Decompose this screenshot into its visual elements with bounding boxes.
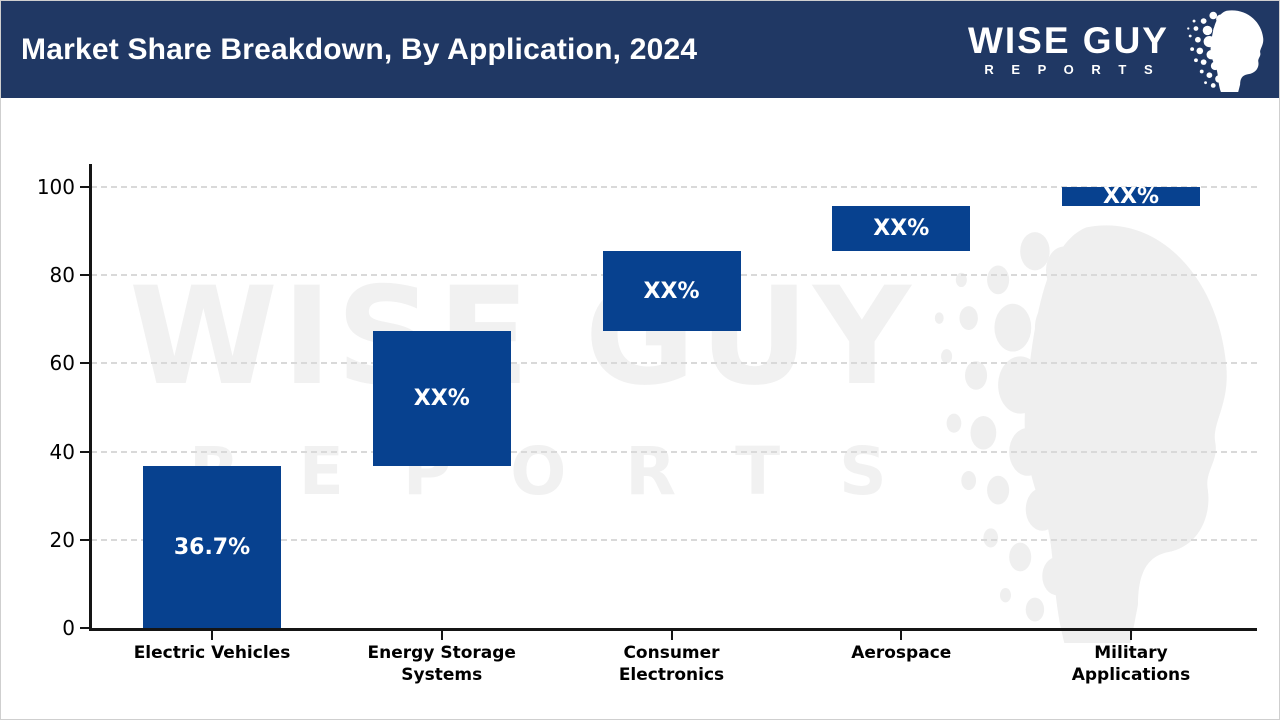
x-tick-mark xyxy=(1130,630,1132,640)
bar: XX% xyxy=(602,250,741,332)
logo-wordmark: WISE GUY xyxy=(967,20,1169,61)
x-axis-line xyxy=(89,628,1257,631)
bar-value-label: 36.7% xyxy=(173,534,251,560)
bar-value-label: XX% xyxy=(413,386,470,412)
bar: XX% xyxy=(832,205,971,251)
x-tick-label: Military Applications xyxy=(1071,643,1191,686)
y-tick-label: 60 xyxy=(49,351,75,376)
y-tick-label: 80 xyxy=(49,263,75,288)
gridline xyxy=(91,538,1257,541)
x-tick-label: Energy Storage Systems xyxy=(367,643,516,686)
x-tick-label: Electric Vehicles xyxy=(133,643,291,663)
wise-guy-logo: WISE GUY R E P O R T S xyxy=(968,8,1267,92)
bar-value-label: XX% xyxy=(643,278,700,304)
bar: XX% xyxy=(372,331,511,467)
y-tick-mark xyxy=(80,450,89,453)
y-tick-mark xyxy=(80,362,89,365)
logo-face-icon xyxy=(1187,9,1264,92)
bar: XX% xyxy=(1062,183,1200,209)
x-tick-mark xyxy=(211,630,213,640)
header-bar: Market Share Breakdown, By Application, … xyxy=(1,1,1279,98)
y-tick-mark xyxy=(80,627,89,629)
bar: 36.7% xyxy=(143,466,281,628)
y-tick-mark xyxy=(80,274,89,277)
x-tick-label: Consumer Electronics xyxy=(618,643,725,686)
gridline xyxy=(91,450,1257,453)
x-tick-mark xyxy=(440,630,443,640)
page-title: Market Share Breakdown, By Application, … xyxy=(21,32,698,66)
x-tick-mark xyxy=(670,630,673,640)
y-tick-mark xyxy=(80,538,89,541)
x-tick-mark xyxy=(900,630,903,640)
x-tick-label: Aerospace xyxy=(851,643,952,663)
y-tick-label: 100 xyxy=(36,175,75,199)
logo-text: WISE GUY R E P O R T S xyxy=(968,22,1169,77)
bar-value-label: XX% xyxy=(1103,183,1159,209)
y-tick-label: 40 xyxy=(49,439,75,464)
y-tick-label: 0 xyxy=(62,616,75,640)
bar-value-label: XX% xyxy=(873,215,930,241)
logo-subtitle: R E P O R T S xyxy=(984,62,1160,77)
y-tick-mark xyxy=(80,186,89,188)
gridline xyxy=(91,362,1257,365)
y-axis-line xyxy=(89,164,92,630)
gridline xyxy=(91,186,1257,188)
y-tick-label: 20 xyxy=(49,527,75,552)
